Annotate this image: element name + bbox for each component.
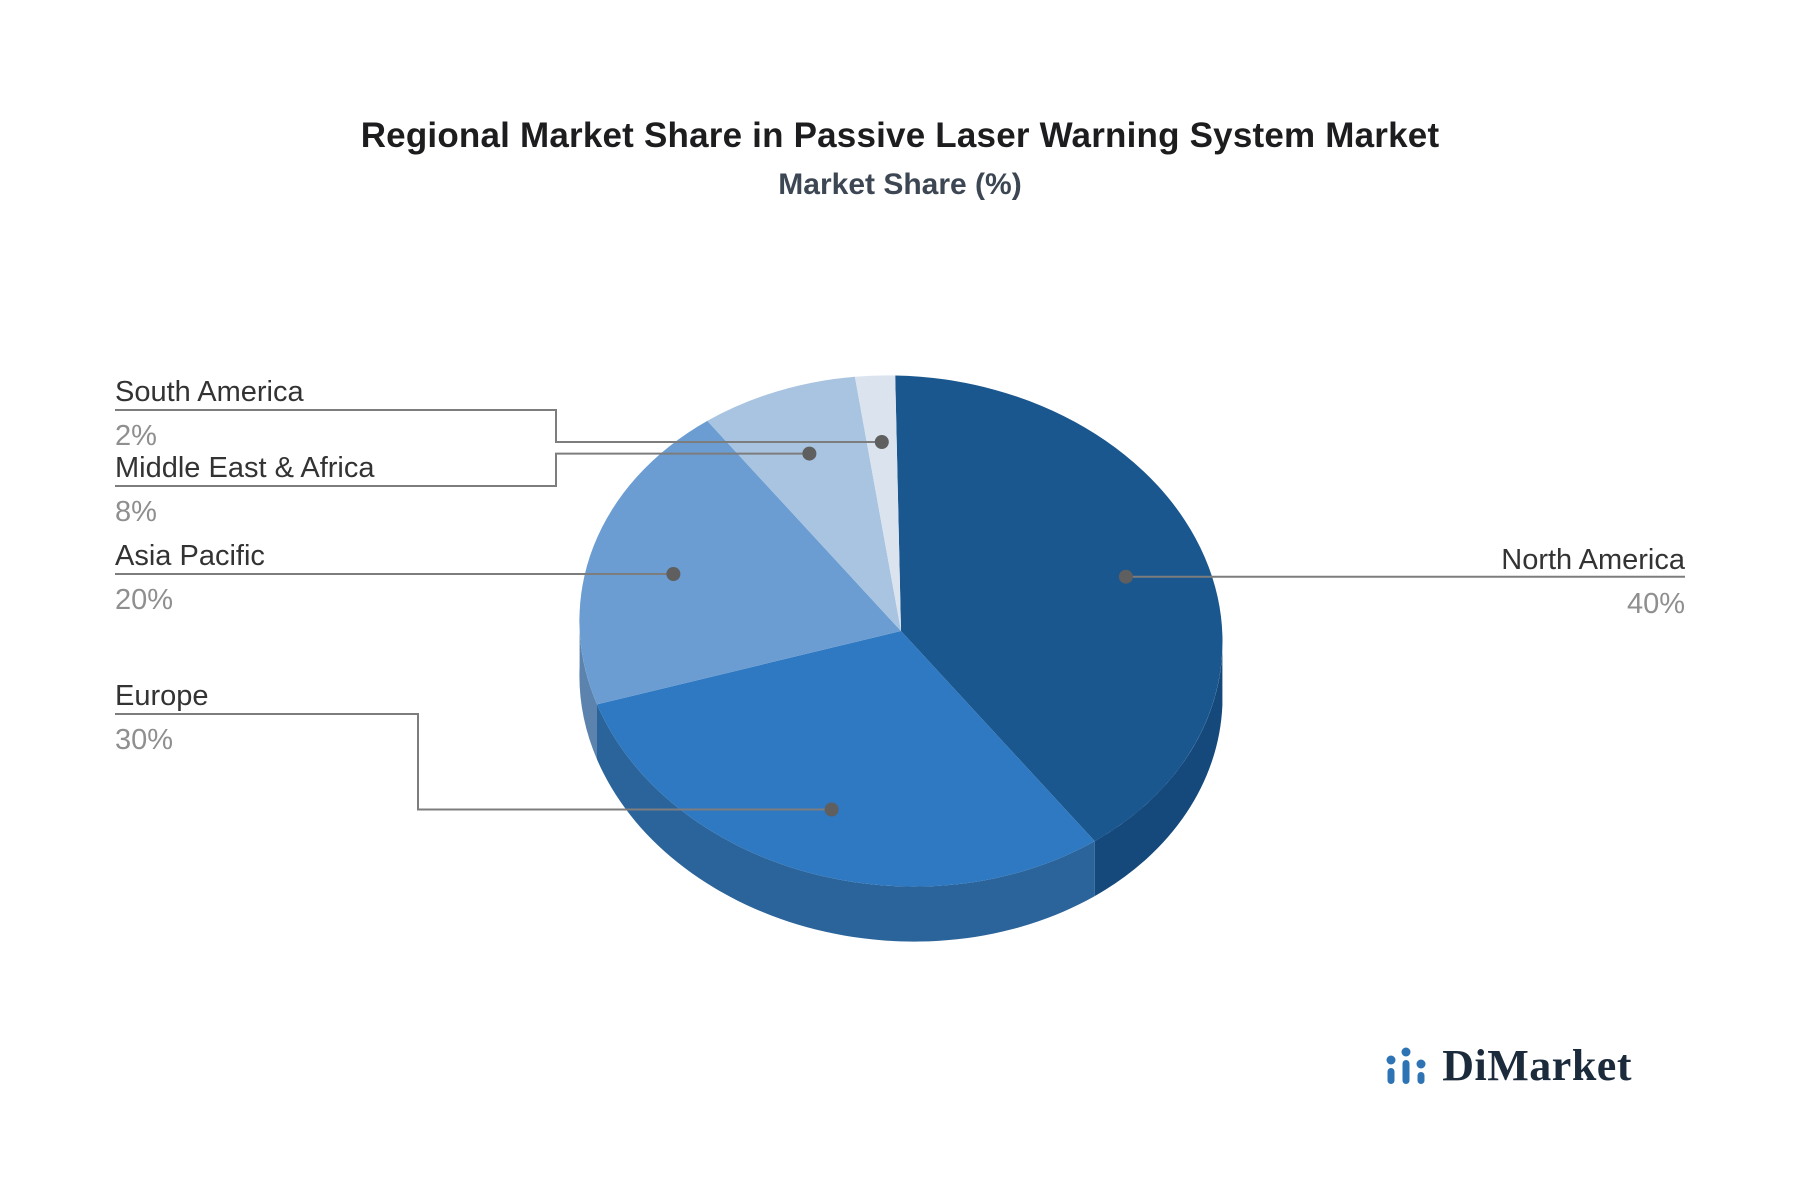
leader-dot bbox=[874, 435, 889, 449]
pie-slice-side bbox=[1094, 650, 1223, 897]
pie-slice-side bbox=[597, 704, 1095, 942]
pie-slice-south-america[interactable] bbox=[854, 375, 901, 631]
pie-label-percent: 30% bbox=[115, 724, 174, 756]
leader-dot bbox=[666, 567, 681, 581]
chart-subtitle: Market Share (%) bbox=[778, 168, 1022, 201]
pie-label-asia-pacific: Asia Pacific 20% bbox=[115, 539, 265, 618]
leader-line bbox=[115, 452, 810, 487]
pie-slice-north-america[interactable] bbox=[895, 375, 1223, 842]
chart-header: Regional Market Share in Passive Laser W… bbox=[0, 116, 1800, 202]
leader-dot bbox=[802, 446, 817, 461]
pie-label-south-america: South America 2% bbox=[115, 375, 304, 454]
pie-slice-asia-pacific[interactable] bbox=[579, 420, 901, 705]
logo-text: DiMarket bbox=[1442, 1041, 1632, 1090]
leader-dot bbox=[824, 802, 839, 817]
pie-label-percent: 40% bbox=[1626, 588, 1685, 620]
pie-label-percent: 8% bbox=[115, 496, 157, 528]
leader-line bbox=[115, 713, 832, 811]
pie-label-percent: 2% bbox=[115, 420, 157, 452]
pie-label-name: North America bbox=[1501, 544, 1685, 576]
pie-label-name: Middle East & Africa bbox=[115, 452, 375, 484]
leader-dot bbox=[1118, 569, 1133, 584]
pie-label-europe: Europe 30% bbox=[115, 679, 209, 758]
leader-line bbox=[115, 409, 882, 443]
pie-label-percent: 20% bbox=[115, 584, 174, 616]
dimarket-logo: DiMarket bbox=[1382, 1042, 1632, 1090]
pie-slice-side bbox=[579, 611, 597, 760]
chart-title: Regional Market Share in Passive Laser W… bbox=[360, 116, 1440, 155]
pie-label-name: Asia Pacific bbox=[115, 540, 265, 572]
pie-label-name: Europe bbox=[115, 680, 209, 712]
pie-slice-europe[interactable] bbox=[597, 631, 1095, 887]
pie-label-north-america: North America 40% bbox=[1501, 543, 1685, 622]
bar-chart-logo-icon bbox=[1386, 1047, 1426, 1084]
pie-label-middle-east-africa: Middle East & Africa 8% bbox=[115, 451, 375, 530]
pie-slice-middle-east-africa[interactable] bbox=[707, 376, 901, 631]
pie-label-name: South America bbox=[115, 376, 304, 408]
